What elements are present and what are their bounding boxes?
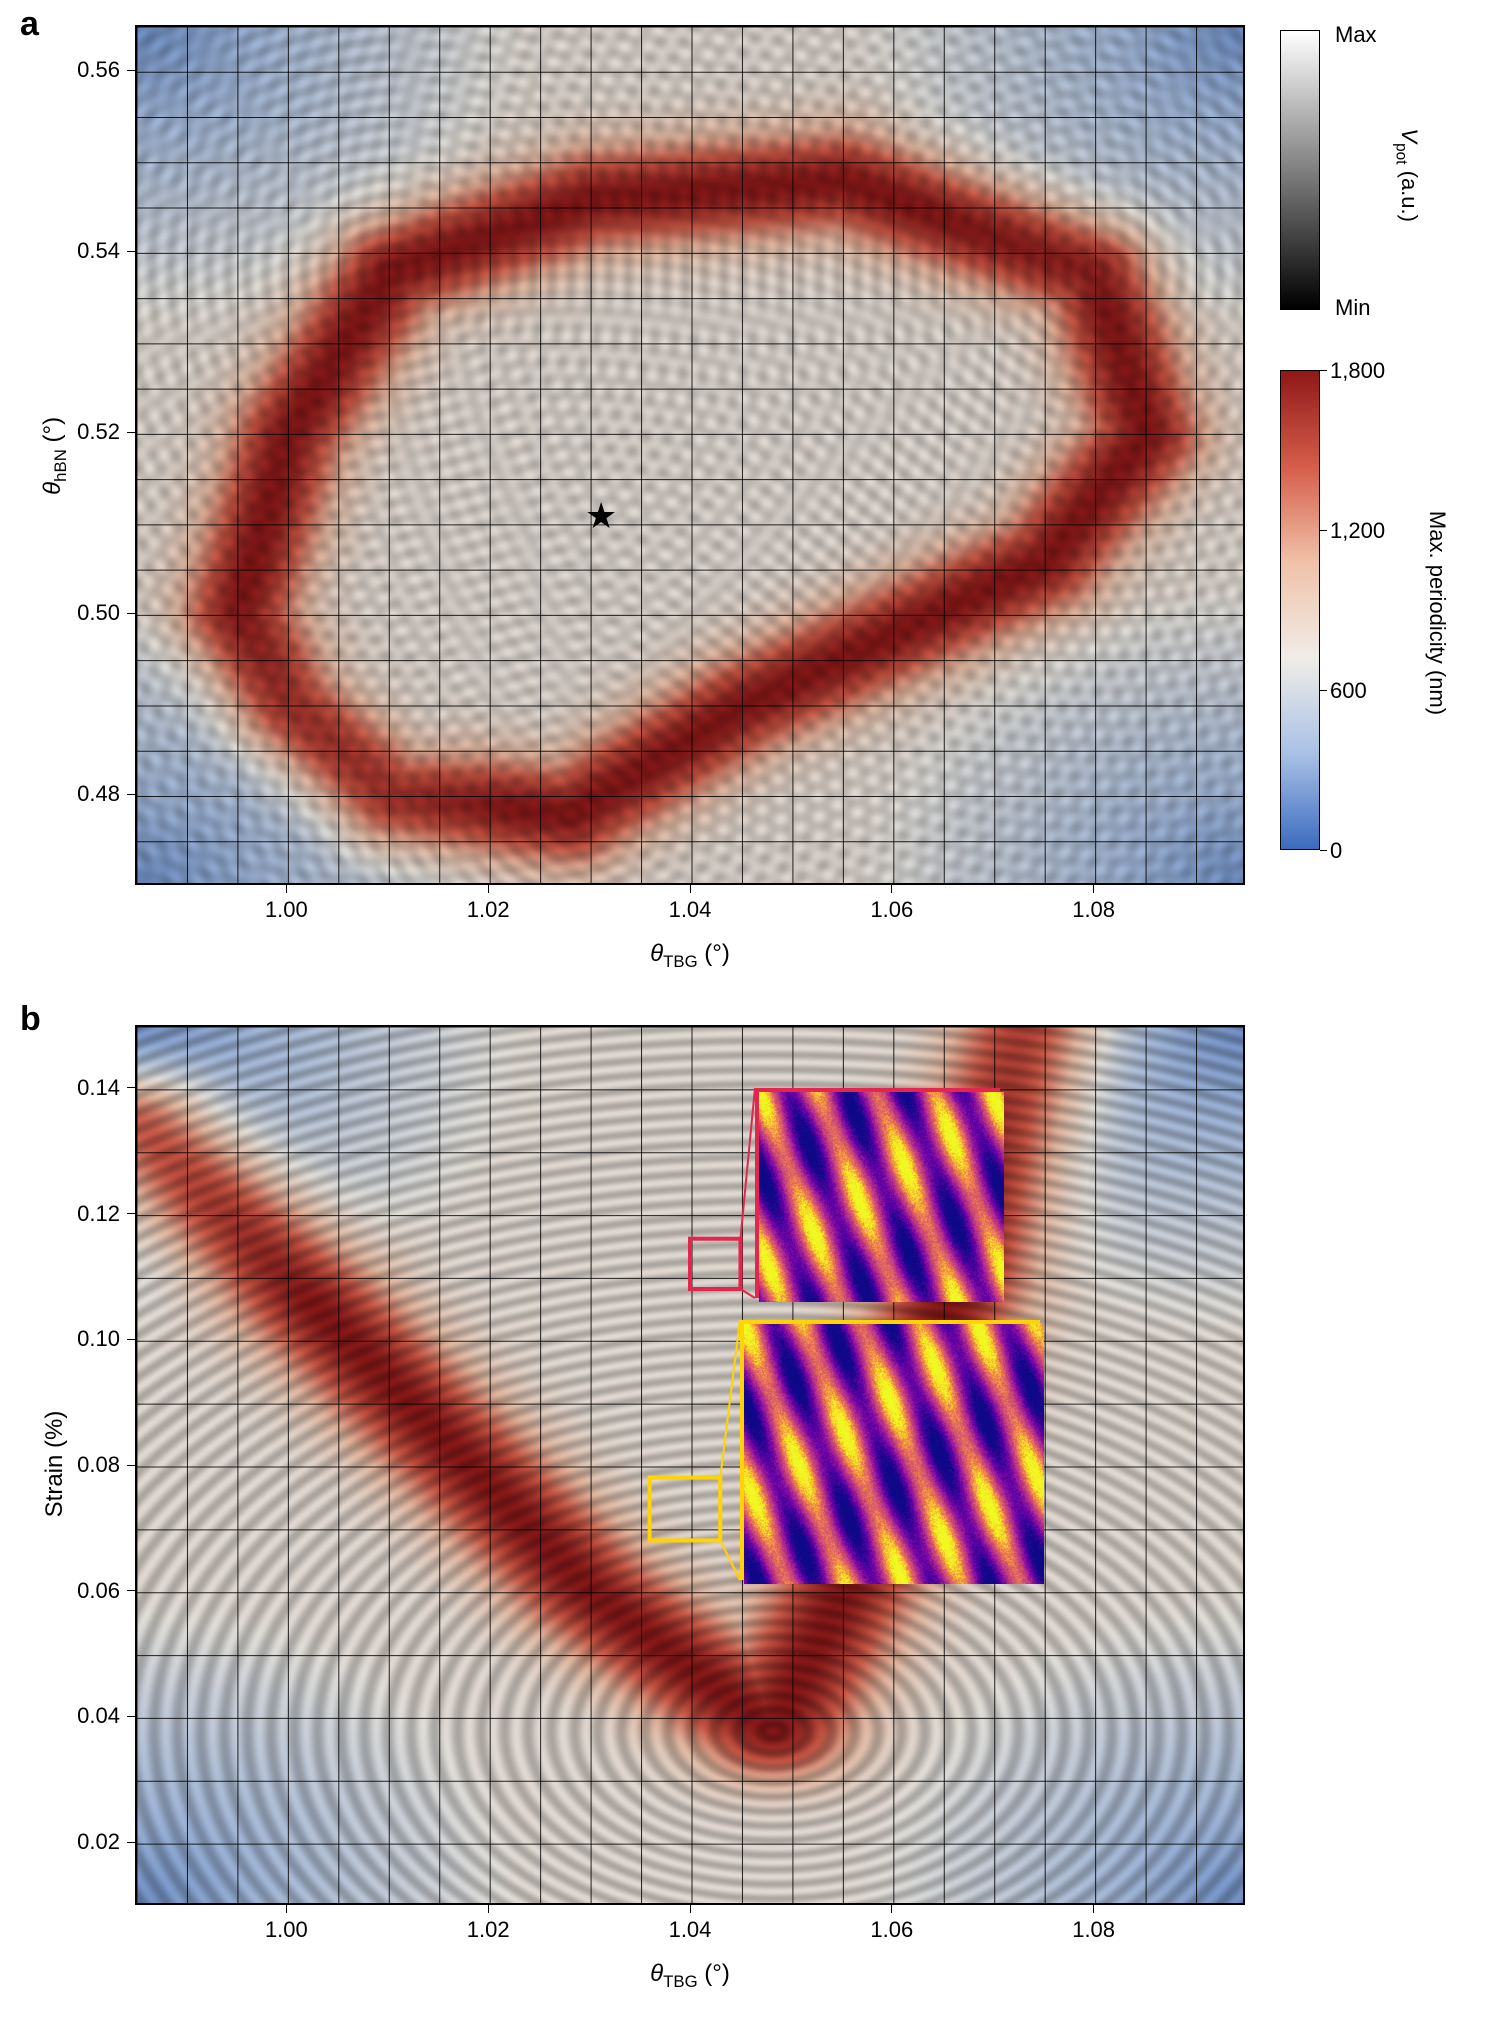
panel-b-grid	[137, 1027, 1245, 1905]
ytick: 0.04	[65, 1703, 120, 1729]
panel-a-ylabel: θhBN (°)	[39, 386, 71, 526]
xtick: 1.02	[467, 1917, 510, 1943]
ytick: 0.08	[65, 1452, 120, 1478]
xtick: 1.08	[1072, 897, 1115, 923]
panel-b-xlabel: θTBG (°)	[135, 1960, 1245, 1992]
figure-root: a ★ θTBG (°) θhBN (°) Max Min Vpot (a.u.…	[0, 0, 1501, 2018]
inset-red	[755, 1088, 1000, 1298]
colorbar-vpot-min: Min	[1335, 295, 1370, 321]
ytick: 0.14	[65, 1075, 120, 1101]
xtick: 1.04	[669, 1917, 712, 1943]
panel-b-plot	[135, 1025, 1245, 1905]
xtick: 1.02	[467, 897, 510, 923]
colorbar-tick: 600	[1330, 678, 1367, 704]
ytick: 0.02	[65, 1829, 120, 1855]
colorbar-periodicity-title: Max. periodicity (nm)	[1424, 511, 1450, 715]
colorbar-vpot-title: Vpot (a.u.)	[1392, 128, 1422, 222]
xtick: 1.00	[265, 897, 308, 923]
ytick: 0.50	[65, 600, 120, 626]
ytick: 0.06	[65, 1578, 120, 1604]
xtick: 1.08	[1072, 1917, 1115, 1943]
panel-a-label: a	[20, 5, 39, 44]
xtick: 1.00	[265, 1917, 308, 1943]
colorbar-tick: 1,200	[1330, 518, 1385, 544]
colorbar-vpot-max: Max	[1335, 22, 1377, 48]
ytick: 0.56	[65, 57, 120, 83]
colorbar-tick: 0	[1330, 838, 1342, 864]
colorbar-vpot	[1280, 30, 1320, 310]
ytick: 0.12	[65, 1201, 120, 1227]
panel-a-grid	[137, 27, 1245, 885]
ytick: 0.10	[65, 1326, 120, 1352]
panel-a-plot: ★	[135, 25, 1245, 885]
xtick: 1.04	[669, 897, 712, 923]
xtick: 1.06	[870, 897, 913, 923]
ytick: 0.54	[65, 238, 120, 264]
star-marker: ★	[585, 495, 617, 537]
colorbar-periodicity	[1280, 370, 1320, 850]
ytick: 0.52	[65, 419, 120, 445]
panel-b-label: b	[20, 1000, 41, 1039]
xtick: 1.06	[870, 1917, 913, 1943]
ytick: 0.48	[65, 781, 120, 807]
colorbar-tick: 1,800	[1330, 358, 1385, 384]
inset-yellow	[740, 1320, 1040, 1580]
panel-a-xlabel: θTBG (°)	[135, 940, 1245, 972]
